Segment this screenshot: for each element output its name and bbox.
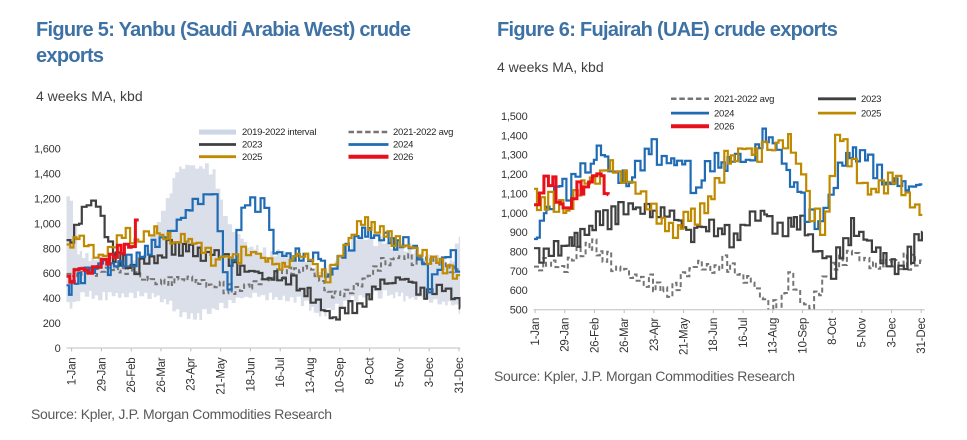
svg-text:16-Jul: 16-Jul [275,358,287,388]
svg-text:3-Dec: 3-Dec [424,357,436,387]
svg-text:13-Aug: 13-Aug [768,318,780,354]
svg-text:1-Jan: 1-Jan [530,318,542,346]
svg-text:13-Aug: 13-Aug [305,358,317,394]
svg-text:1,300: 1,300 [501,150,528,162]
svg-text:800: 800 [43,243,61,255]
svg-text:29-Jan: 29-Jan [560,318,572,352]
svg-text:26-Feb: 26-Feb [589,318,601,353]
svg-text:21-May: 21-May [216,357,228,395]
svg-text:2025: 2025 [242,152,262,163]
svg-text:21-May: 21-May [679,317,691,355]
svg-text:18-Jun: 18-Jun [245,358,257,392]
svg-text:2025: 2025 [861,108,881,119]
svg-text:2023: 2023 [242,140,262,151]
svg-text:18-Jun: 18-Jun [708,318,720,352]
svg-text:1,600: 1,600 [34,144,61,156]
svg-text:200: 200 [43,318,61,330]
svg-text:26-Mar: 26-Mar [619,317,631,353]
svg-text:600: 600 [510,285,528,297]
svg-text:800: 800 [510,247,528,259]
svg-text:3-Dec: 3-Dec [886,317,898,347]
svg-text:2021-2022 avg: 2021-2022 avg [714,94,774,105]
svg-text:1,000: 1,000 [34,218,61,230]
svg-text:23-Apr: 23-Apr [186,357,198,391]
svg-text:500: 500 [510,305,528,317]
svg-text:600: 600 [43,268,61,280]
svg-text:2023: 2023 [861,94,881,105]
svg-text:31-Dec: 31-Dec [454,357,466,393]
svg-text:2024: 2024 [393,140,413,151]
svg-text:23-Apr: 23-Apr [649,317,661,351]
svg-text:5-Nov: 5-Nov [857,317,869,347]
svg-text:2021-2022 avg: 2021-2022 avg [393,127,453,138]
svg-text:0: 0 [55,343,61,355]
svg-text:1,500: 1,500 [501,111,528,123]
svg-text:16-Jul: 16-Jul [738,318,750,348]
svg-text:2026: 2026 [393,152,413,163]
svg-text:2019-2022 interval: 2019-2022 interval [242,127,316,138]
svg-text:29-Jan: 29-Jan [96,358,108,392]
svg-text:26-Feb: 26-Feb [126,358,138,393]
svg-text:2026: 2026 [714,122,734,133]
svg-text:2024: 2024 [714,108,734,119]
svg-text:5-Nov: 5-Nov [394,357,406,387]
svg-text:1,400: 1,400 [34,169,61,181]
svg-text:1,400: 1,400 [501,130,528,142]
svg-text:31-Dec: 31-Dec [916,317,928,353]
svg-text:26-Mar: 26-Mar [156,357,168,393]
svg-text:1,100: 1,100 [501,188,528,200]
svg-text:10-Sep: 10-Sep [797,318,809,354]
svg-text:8-Oct: 8-Oct [365,357,377,385]
svg-text:10-Sep: 10-Sep [335,358,347,394]
svg-text:1-Jan: 1-Jan [66,358,78,386]
svg-text:900: 900 [510,227,528,239]
svg-text:8-Oct: 8-Oct [827,317,839,345]
svg-text:400: 400 [43,293,61,305]
svg-text:1,200: 1,200 [34,194,61,206]
svg-text:1,200: 1,200 [501,169,528,181]
svg-text:1,000: 1,000 [501,208,528,220]
svg-text:700: 700 [510,266,528,278]
